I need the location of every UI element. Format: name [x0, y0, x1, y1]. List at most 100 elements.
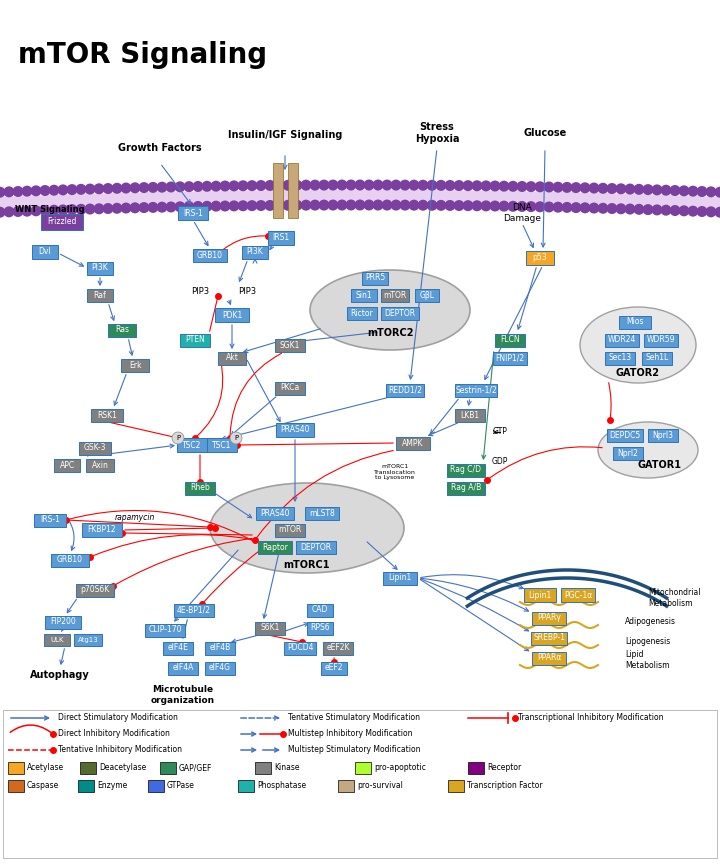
Bar — [605, 334, 639, 346]
Text: Tentative Inhibitory Modification: Tentative Inhibitory Modification — [58, 746, 182, 754]
Bar — [694, 196, 696, 206]
Bar — [92, 194, 94, 204]
Bar — [192, 192, 194, 201]
Bar — [381, 289, 409, 302]
Text: APC: APC — [60, 461, 75, 469]
Text: PKCa: PKCa — [280, 384, 300, 392]
Text: Deacetylase: Deacetylase — [99, 764, 146, 772]
Bar — [531, 192, 533, 201]
Bar — [626, 194, 628, 204]
Bar — [632, 194, 634, 204]
Text: rapamycin: rapamycin — [114, 512, 156, 522]
Bar — [144, 193, 146, 202]
Bar — [288, 190, 290, 200]
Bar — [104, 194, 106, 204]
Text: PRAS40: PRAS40 — [260, 509, 289, 518]
Bar — [382, 190, 384, 200]
Circle shape — [616, 203, 626, 214]
Bar — [311, 190, 313, 200]
Bar — [379, 190, 381, 200]
Bar — [55, 195, 57, 205]
Bar — [158, 193, 160, 202]
Bar — [509, 191, 511, 201]
Bar — [77, 194, 79, 205]
Bar — [177, 192, 179, 202]
Text: Transcriptional Inhibitory Modification: Transcriptional Inhibitory Modification — [518, 714, 664, 722]
Text: WDR59: WDR59 — [647, 335, 675, 345]
Circle shape — [220, 181, 230, 192]
Bar — [369, 190, 371, 200]
Bar — [479, 191, 481, 200]
Text: P: P — [176, 435, 180, 441]
Circle shape — [40, 185, 50, 196]
Circle shape — [480, 181, 492, 192]
Bar — [175, 192, 177, 202]
Bar — [177, 438, 207, 452]
Text: PRAS40: PRAS40 — [280, 425, 310, 435]
Bar — [301, 190, 303, 200]
Circle shape — [220, 200, 230, 212]
Bar — [468, 191, 470, 200]
Bar — [402, 190, 404, 200]
Bar — [404, 190, 406, 200]
Bar — [496, 191, 498, 201]
Bar — [222, 191, 224, 201]
Bar — [26, 196, 28, 206]
Bar — [436, 190, 438, 200]
Bar — [348, 190, 350, 200]
Bar — [657, 195, 659, 205]
Bar — [1, 197, 3, 207]
Bar — [584, 193, 586, 203]
Bar — [275, 524, 305, 537]
Circle shape — [292, 200, 302, 211]
Circle shape — [652, 184, 662, 195]
Bar — [506, 191, 508, 201]
Bar — [537, 192, 539, 202]
Circle shape — [408, 180, 420, 191]
Bar — [18, 196, 20, 206]
Bar — [493, 352, 527, 365]
Bar — [455, 409, 485, 422]
Bar — [62, 195, 64, 205]
Bar — [400, 190, 402, 200]
Bar — [320, 190, 322, 200]
Bar — [546, 192, 548, 202]
Bar — [565, 193, 567, 202]
Bar — [71, 194, 73, 205]
Bar — [531, 632, 567, 645]
Bar — [396, 190, 398, 200]
Bar — [205, 662, 235, 675]
Text: Insulin/IGF Signaling: Insulin/IGF Signaling — [228, 130, 342, 140]
Bar — [286, 190, 288, 200]
Circle shape — [598, 203, 608, 213]
Bar — [238, 191, 240, 200]
Bar — [82, 523, 122, 537]
Bar — [415, 289, 439, 302]
Bar — [469, 191, 471, 200]
Circle shape — [714, 187, 720, 198]
Bar — [438, 190, 440, 200]
Bar — [620, 194, 622, 204]
Circle shape — [498, 181, 510, 192]
Bar — [109, 194, 111, 204]
Bar — [54, 195, 56, 205]
Circle shape — [256, 200, 266, 211]
Text: Nprl3: Nprl3 — [652, 430, 673, 440]
Circle shape — [606, 183, 618, 194]
Bar — [306, 190, 308, 200]
Bar — [46, 195, 48, 206]
Bar — [665, 195, 667, 206]
Bar — [647, 194, 649, 205]
Bar — [541, 192, 543, 202]
Bar — [391, 190, 393, 200]
Bar — [704, 197, 706, 206]
Bar — [307, 603, 333, 617]
Text: Raf: Raf — [94, 290, 107, 300]
Bar — [644, 334, 678, 346]
Text: Akt: Akt — [225, 353, 238, 363]
Bar — [182, 192, 184, 201]
Bar — [658, 195, 660, 205]
Bar — [719, 197, 720, 207]
Bar — [167, 192, 169, 202]
Bar — [640, 194, 642, 205]
